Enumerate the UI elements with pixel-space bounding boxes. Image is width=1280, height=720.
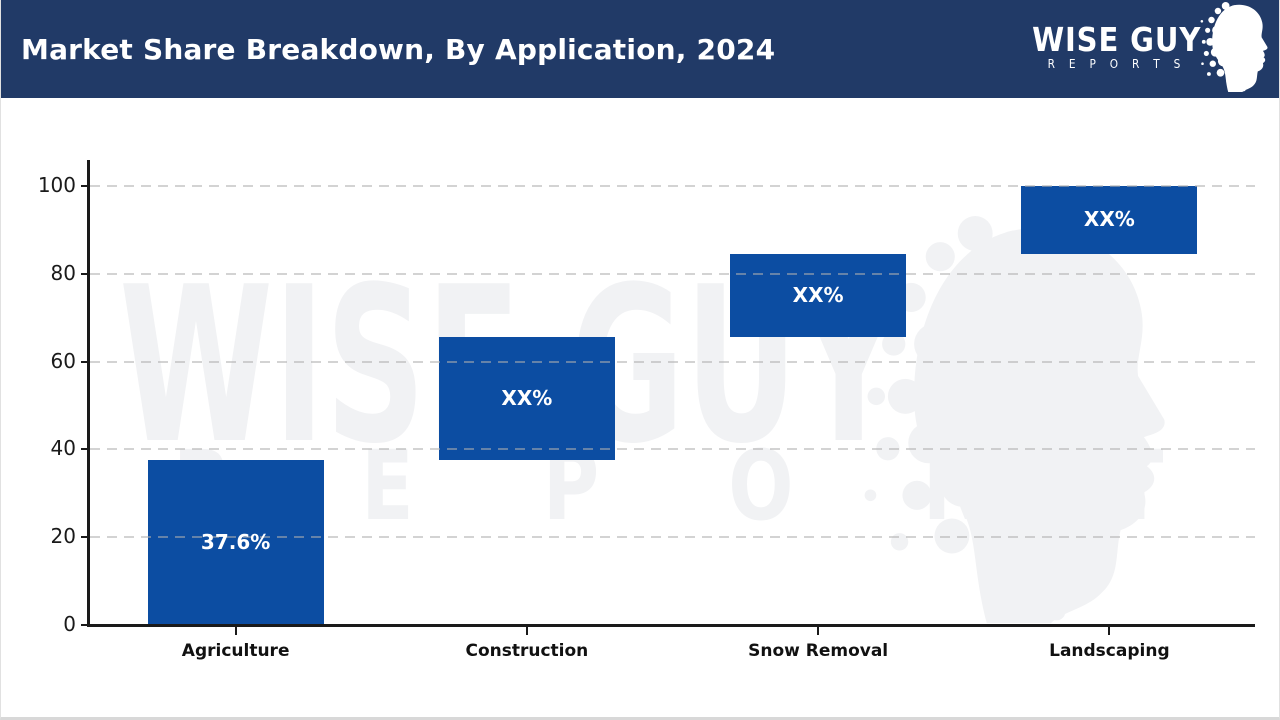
bar-landscaping xyxy=(1021,186,1198,254)
y-tick-mark-20 xyxy=(81,536,90,539)
bar-value-label: 37.6% xyxy=(200,529,271,554)
x-category-label: Agriculture xyxy=(181,641,290,661)
x-tick-mark xyxy=(525,627,528,635)
y-tick-label-100: 100 xyxy=(37,173,76,197)
gridline-100 xyxy=(90,185,1255,187)
x-tick-mark xyxy=(234,627,237,635)
bar-value-label: XX% xyxy=(792,282,844,307)
y-tick-mark-100 xyxy=(81,185,90,187)
x-category-label: Construction xyxy=(465,641,589,661)
bar-snow-removal xyxy=(730,253,907,337)
logo-wordmark: WISE GUY xyxy=(1031,19,1201,59)
header: Market Share Breakdown, By Application, … xyxy=(1,0,1279,98)
wiseguy-head-icon xyxy=(1200,2,1268,92)
gridline-60 xyxy=(90,360,1255,363)
x-axis-line xyxy=(87,624,1255,627)
y-tick-label-0: 0 xyxy=(63,612,76,636)
y-tick-mark-80 xyxy=(81,272,90,275)
y-tick-label-80: 80 xyxy=(50,260,76,285)
page-title: Market Share Breakdown, By Application, … xyxy=(21,32,776,66)
bar-agriculture xyxy=(147,459,324,625)
wiseguy-logo-text: WISE GUY R E P O R T S xyxy=(1031,19,1201,72)
x-category-label: Snow Removal xyxy=(748,641,889,661)
y-tick-label-40: 40 xyxy=(50,436,76,461)
gridline-40 xyxy=(90,448,1255,451)
bar-construction xyxy=(438,337,615,460)
plot-area: 0 20 40 60 80 100 37.6% Agriculture XX% Construct… xyxy=(1,98,1279,717)
bar-value-label: XX% xyxy=(501,386,553,411)
y-tick-mark-0 xyxy=(81,624,90,626)
y-axis-line xyxy=(87,160,90,627)
y-tick-label-20: 20 xyxy=(50,524,76,549)
bar-value-label: XX% xyxy=(1083,207,1135,231)
x-tick-mark xyxy=(1108,627,1111,635)
logo-subtitle: R E P O R T S xyxy=(1047,57,1186,72)
wiseguy-logo: WISE GUY R E P O R T S xyxy=(1009,2,1273,92)
gridline-20 xyxy=(90,536,1255,539)
y-tick-label-60: 60 xyxy=(50,348,76,373)
gridline-80 xyxy=(90,272,1255,275)
y-tick-mark-40 xyxy=(81,448,90,451)
x-tick-mark xyxy=(817,627,820,635)
y-tick-mark-60 xyxy=(81,360,90,363)
x-category-label: Landscaping xyxy=(1049,641,1170,661)
